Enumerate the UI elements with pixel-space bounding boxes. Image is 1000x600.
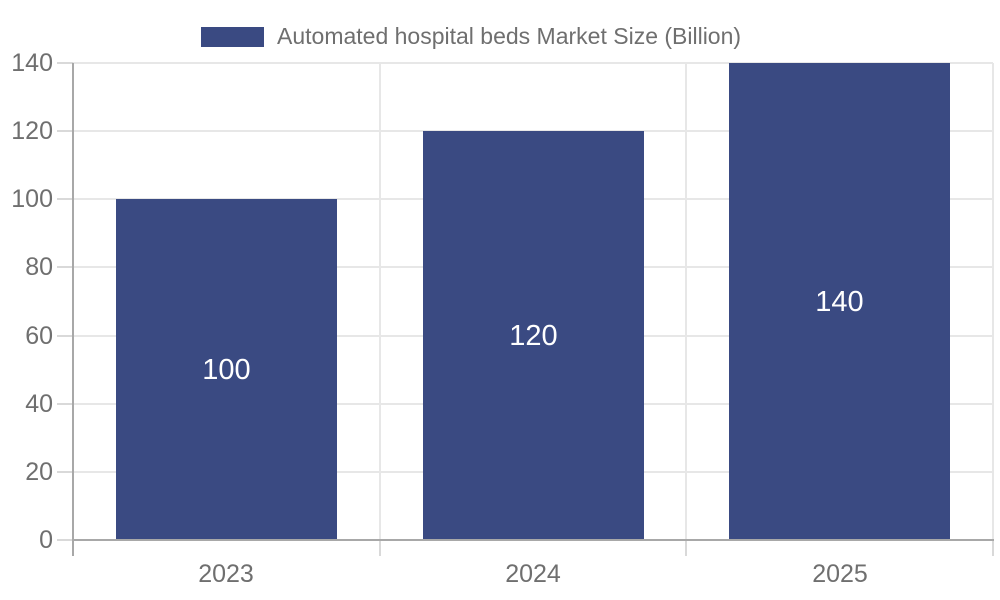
y-axis-tick-label: 20 [25, 457, 53, 486]
y-axis-tick [57, 266, 73, 269]
x-axis-tick [992, 540, 994, 556]
x-axis-category-label: 2025 [812, 560, 868, 588]
y-axis-tick [57, 539, 73, 541]
x-axis-line [72, 539, 994, 541]
y-axis-tick-label: 140 [11, 49, 53, 77]
x-axis-category-label: 2024 [505, 560, 561, 588]
y-axis-tick [57, 130, 73, 133]
legend-swatch [201, 26, 264, 47]
chart-legend[interactable]: Automated hospital beds Market Size (Bil… [201, 23, 741, 50]
x-axis-tick [685, 540, 688, 556]
bar-2024[interactable] [423, 131, 644, 540]
y-axis-tick [57, 402, 73, 405]
x-axis-category-label: 2023 [198, 560, 254, 588]
y-gridline [73, 62, 993, 64]
y-axis-tick-label: 100 [11, 185, 53, 214]
y-axis-tick [57, 334, 73, 337]
y-axis-tick [57, 198, 73, 201]
bar-2025[interactable] [729, 63, 950, 540]
category-boundary-gridline [378, 63, 381, 540]
y-axis-tick-label: 120 [11, 117, 53, 146]
x-axis-tick [378, 540, 381, 556]
bar-value-label: 100 [202, 354, 251, 386]
y-axis-tick-label: 60 [25, 321, 53, 350]
y-axis-tick-label: 0 [39, 526, 53, 554]
bar-2023[interactable] [116, 199, 337, 540]
bar-value-label: 140 [815, 286, 864, 318]
category-boundary-gridline [992, 63, 994, 540]
y-axis-tick-label: 80 [25, 253, 53, 282]
y-axis-line [72, 63, 74, 556]
y-axis-tick-label: 40 [25, 389, 53, 418]
y-axis-tick [57, 470, 73, 473]
y-axis-tick [57, 62, 73, 64]
bar-value-label: 120 [509, 320, 558, 352]
legend-label: Automated hospital beds Market Size (Bil… [277, 23, 742, 49]
category-boundary-gridline [685, 63, 688, 540]
